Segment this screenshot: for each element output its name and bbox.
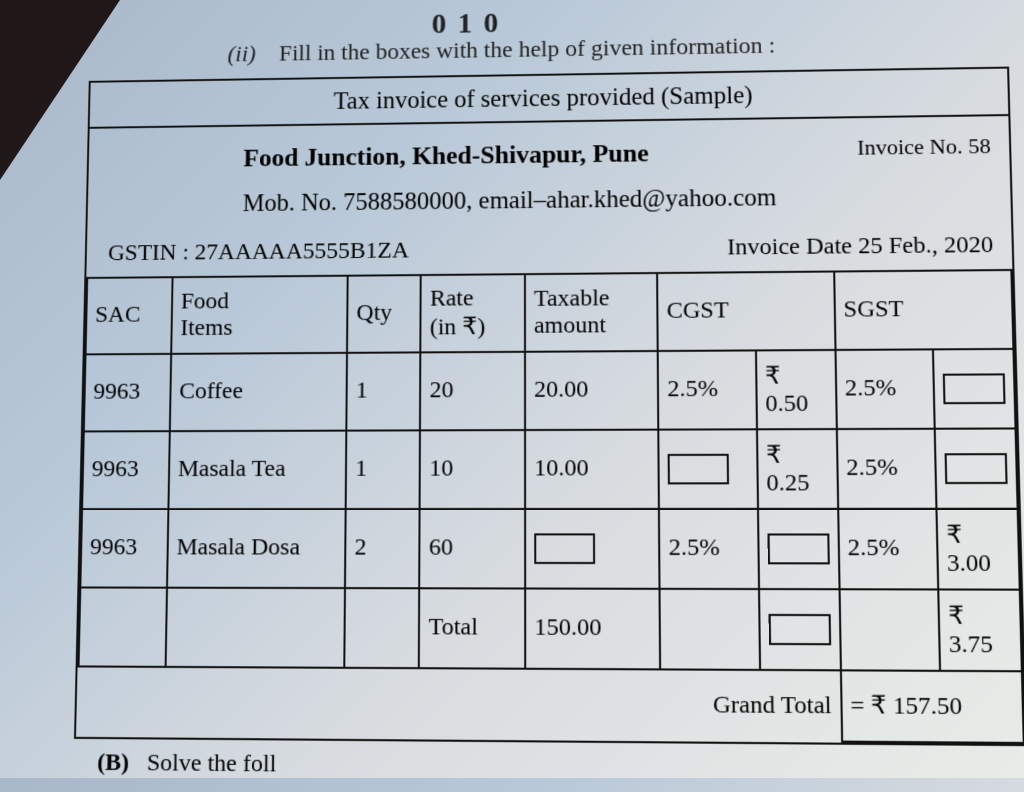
cell-empty [839, 589, 940, 671]
cell-sgst-amt [933, 349, 1016, 429]
cell-item: Masala Dosa [167, 509, 346, 588]
col-qty: Qty [347, 275, 421, 353]
cell-item: Coffee [170, 353, 348, 431]
cell-sgst-pct: 2.5% [835, 349, 935, 429]
blank-box[interactable] [943, 373, 1006, 404]
cell-taxable: 20.00 [525, 351, 659, 430]
table-row: 9963 Masala Tea 1 10 10.00 ₹ 0.25 2.5% [82, 428, 1018, 509]
cell-cgst-pct: 2.5% [659, 509, 758, 589]
cell-qty: 1 [346, 430, 420, 509]
col-sgst: SGST [834, 270, 1014, 350]
cell-cgst-amt: ₹ 0.50 [755, 350, 836, 429]
cell-cgst-amt [758, 509, 840, 589]
invoice-table: SAC Food Items Qty Rate (in ₹) Taxable a… [76, 269, 1024, 744]
cell-qty: 1 [347, 352, 421, 430]
cropped-header-text: 0 1 0 [432, 7, 501, 41]
cell-qty: 2 [345, 509, 420, 588]
blank-box[interactable] [768, 614, 831, 645]
table-header-row: SAC Food Items Qty Rate (in ₹) Taxable a… [86, 270, 1014, 354]
cell-cgst-pct: 2.5% [658, 350, 757, 429]
grand-total-row: Grand Total = ₹ 157.50 [77, 666, 1024, 743]
blank-box[interactable] [945, 453, 1008, 484]
footer-cropped: (B) Solve the foll [97, 749, 277, 778]
cell-sgst-pct: 2.5% [838, 509, 939, 590]
footer-b: (B) [97, 749, 129, 776]
total-label: Total [419, 588, 525, 668]
cell-sgst-amt: ₹ 3.00 [936, 509, 1019, 590]
grand-total-label: Grand Total [77, 666, 842, 741]
total-taxable: 150.00 [525, 588, 660, 669]
cell-taxable: 10.00 [525, 429, 659, 508]
blank-box[interactable] [668, 454, 729, 485]
cell-sac: 9963 [84, 354, 171, 432]
table-row: 9963 Coffee 1 20 20.00 2.5% ₹ 0.50 2.5% [84, 349, 1016, 432]
cell-empty [79, 587, 167, 666]
cell-empty [660, 589, 760, 670]
page-surface: 0 1 0 (ii) Fill in the boxes with the he… [0, 0, 1024, 792]
invoice-header: Food Junction, Khed-Shivapur, Pune Invoi… [87, 116, 1011, 237]
col-cgst: CGST [657, 271, 835, 350]
cell-taxable [525, 509, 660, 589]
col-sac: SAC [86, 277, 173, 354]
total-cgst [759, 589, 841, 670]
invoice-box: Tax invoice of services provided (Sample… [74, 67, 1024, 746]
gstin-text: GSTIN : 27AAAAA5555B1ZA [108, 238, 409, 266]
cell-rate: 10 [420, 430, 525, 509]
blank-box[interactable] [767, 533, 829, 564]
cell-item: Masala Tea [168, 430, 346, 508]
cell-empty [166, 587, 346, 667]
cell-sac: 9963 [82, 431, 170, 509]
cell-rate: 20 [420, 352, 525, 431]
blank-box[interactable] [534, 533, 595, 564]
cell-cgst-amt: ₹ 0.25 [757, 429, 838, 509]
cell-sgst-pct: 2.5% [836, 429, 936, 509]
grand-total-value: = ₹ 157.50 [840, 670, 1023, 743]
cell-sgst-amt [935, 428, 1018, 508]
company-name: Food Junction, Khed-Shivapur, Pune [243, 139, 649, 172]
question-number: (ii) [227, 42, 256, 67]
total-sgst: ₹ 3.75 [938, 589, 1022, 671]
col-items: Food Items [171, 275, 348, 353]
question-line: (ii) Fill in the boxes with the help of … [227, 29, 994, 68]
mobile-email-line: Mob. No. 7588580000, email–ahar.khed@yah… [242, 173, 992, 226]
invoice-number: Invoice No. 58 [857, 126, 992, 167]
question-text: Fill in the boxes with the help of given… [279, 33, 776, 66]
cell-cgst-pct [659, 429, 758, 509]
cell-rate: 60 [420, 509, 525, 589]
cell-empty [345, 588, 420, 668]
invoice-date: Invoice Date 25 Feb., 2020 [727, 232, 994, 262]
cell-sac: 9963 [80, 509, 168, 588]
table-total-row: Total 150.00 ₹ 3.75 [79, 587, 1022, 671]
footer-text: Solve the foll [147, 750, 277, 778]
table-row: 9963 Masala Dosa 2 60 2.5% 2.5% ₹ 3.00 [80, 509, 1019, 590]
col-rate: Rate (in ₹) [421, 274, 525, 352]
col-taxable: Taxable amount [525, 273, 658, 352]
